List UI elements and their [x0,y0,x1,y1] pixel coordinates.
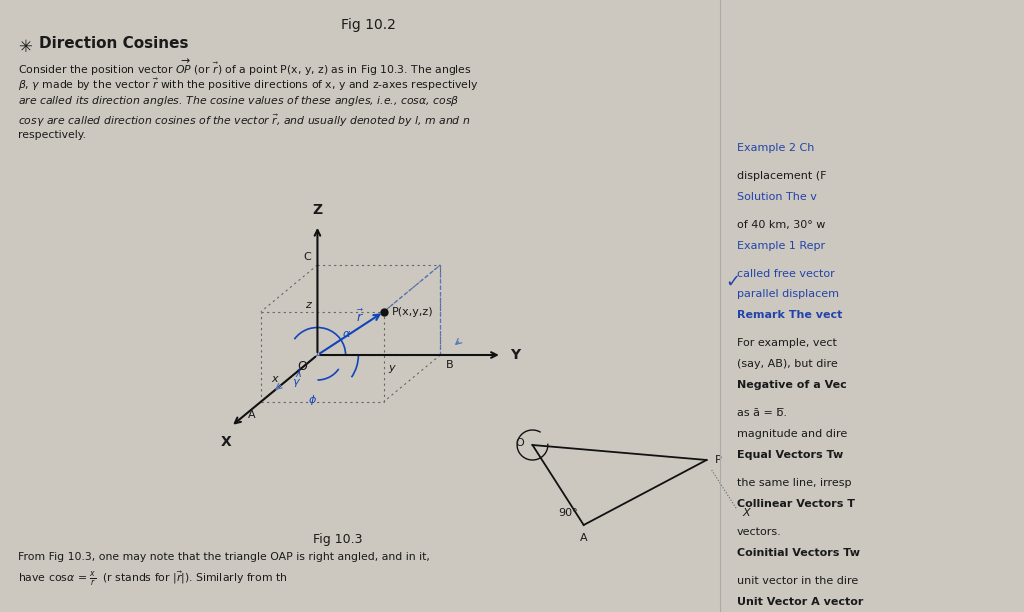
Text: vectors.: vectors. [737,527,781,537]
Text: cos$\gamma$ are called direction cosines of the vector $\vec{r}$, and usually de: cos$\gamma$ are called direction cosines… [18,112,471,129]
Text: From Fig 10.3, one may note that the triangle OAP is right angled, and in it,: From Fig 10.3, one may note that the tri… [18,552,430,562]
Text: Remark The vect: Remark The vect [737,310,843,320]
Text: ✳: ✳ [18,38,33,56]
Text: of 40 km, 30° w: of 40 km, 30° w [737,220,825,230]
Text: magnitude and dire: magnitude and dire [737,429,847,439]
Text: Collinear Vectors T: Collinear Vectors T [737,499,855,509]
Text: $\phi$: $\phi$ [308,393,316,407]
Text: Unit Vector A vector: Unit Vector A vector [737,597,863,606]
Text: Example 2 Ch: Example 2 Ch [737,143,814,152]
Text: Y: Y [510,348,520,362]
Text: $\vec{r}$: $\vec{r}$ [355,309,364,326]
Text: x: x [271,374,279,384]
Text: P: P [715,455,722,465]
Text: O: O [297,360,307,373]
Text: the same line, irresp: the same line, irresp [737,478,852,488]
Text: are called its direction angles. The cosine values of these angles, i.e., cos$\a: are called its direction angles. The cos… [18,94,460,108]
Text: Fig 10.2: Fig 10.2 [341,18,396,32]
Text: displacement (F: displacement (F [737,171,826,181]
Text: Example 1 Repr: Example 1 Repr [737,241,825,250]
Text: ✓: ✓ [725,272,740,291]
Text: C: C [303,252,311,262]
Text: Solution The v: Solution The v [737,192,817,201]
Text: 90°: 90° [558,508,579,518]
Text: y: y [388,363,394,373]
Text: X: X [742,508,750,518]
Text: For example, vect: For example, vect [737,338,837,348]
Text: Fig 10.3: Fig 10.3 [313,533,362,546]
Text: $\gamma$: $\gamma$ [293,377,301,389]
Text: $\lambda$: $\lambda$ [295,367,303,379]
Text: O: O [515,438,524,448]
Text: $\beta$, $\gamma$ made by the vector $\vec{r}$ with the positive directions of x: $\beta$, $\gamma$ made by the vector $\v… [18,76,479,92]
Text: Coinitial Vectors Tw: Coinitial Vectors Tw [737,548,860,558]
Text: P(x,y,z): P(x,y,z) [392,307,433,317]
Text: have cos$\alpha$ = $\frac{x}{r}$  (r stands for |$\vec{r}$|). Similarly from th: have cos$\alpha$ = $\frac{x}{r}$ (r stan… [18,570,288,588]
Text: Z: Z [312,203,323,217]
Text: as ā = b̅.: as ā = b̅. [737,408,787,418]
Text: B: B [445,360,453,370]
Text: Direction Cosines: Direction Cosines [39,36,188,51]
Text: parallel displacem: parallel displacem [737,289,839,299]
Text: $\alpha$: $\alpha$ [342,329,350,339]
Text: Consider the position vector $\overrightarrow{OP}$ (or $\vec{r}$) of a point P(x: Consider the position vector $\overright… [18,58,472,78]
Text: unit vector in the dire: unit vector in the dire [737,576,858,586]
Text: A: A [580,533,588,543]
Text: X: X [220,435,231,449]
Text: A: A [248,410,256,420]
Text: called free vector: called free vector [737,269,835,278]
Text: Negative of a Vec: Negative of a Vec [737,380,847,390]
Text: (say, AB), but dire: (say, AB), but dire [737,359,838,369]
Text: z: z [305,300,311,310]
Text: respectively.: respectively. [18,130,86,140]
Text: Equal Vectors Tw: Equal Vectors Tw [737,450,844,460]
